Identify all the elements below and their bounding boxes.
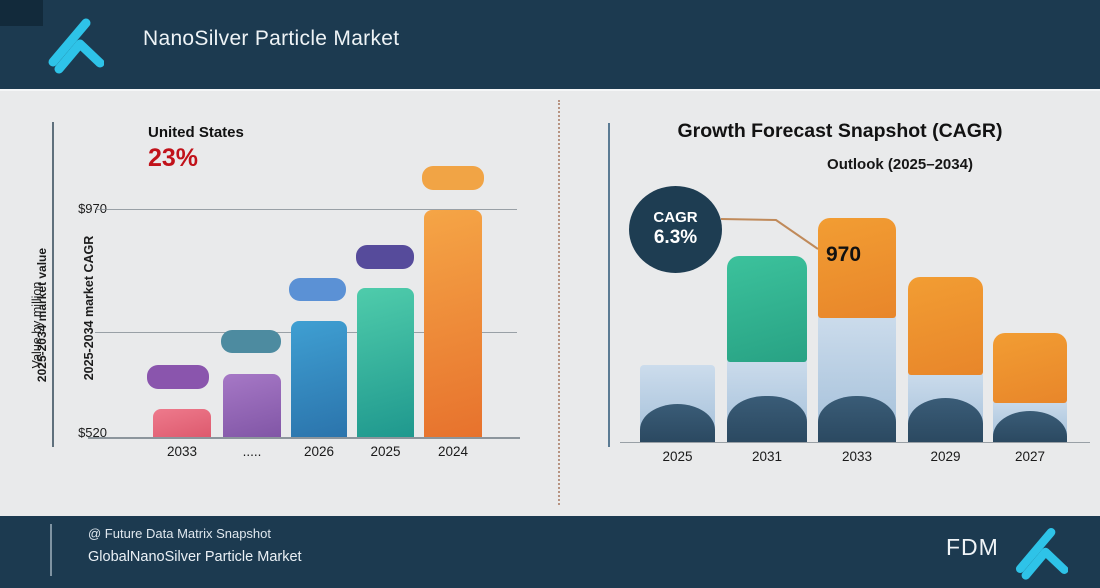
left-x-axis-line [88, 437, 520, 439]
bar-dome-2029 [908, 398, 983, 442]
left-x-tick-2026: 2026 [303, 444, 335, 459]
header-corner-accent [0, 0, 43, 26]
left-x-tick-2024: 2024 [437, 444, 469, 459]
left-y-axis-line [52, 122, 54, 447]
cagr-badge-value: 6.3% [653, 227, 698, 249]
bar-top-2031 [727, 256, 807, 362]
bar-2033-data-label: 970 [826, 243, 862, 266]
left-x-tick-2033: 2033 [166, 444, 198, 459]
bar-dome-2025 [640, 404, 715, 442]
bar-top-2027 [993, 333, 1067, 403]
left-ytick-520: $520 [78, 425, 107, 440]
left-gridline-970 [95, 209, 517, 210]
footer-brand-text: FDM [946, 534, 999, 560]
right-x-axis-line [620, 442, 1090, 443]
right-y-axis-line [608, 123, 610, 447]
right-x-tick-2033: 2033 [841, 449, 873, 464]
footer-source-text: @ Future Data Matrix Snapshot [88, 526, 271, 541]
bar-2024 [424, 210, 482, 437]
bar-2025 [357, 288, 414, 437]
right-x-tick-2029: 2029 [930, 449, 961, 464]
left-x-tick-.....: ..... [242, 444, 262, 459]
footer [0, 516, 1100, 588]
left-ytick-970: $970 [78, 201, 107, 216]
bar-cap-2033 [147, 365, 209, 389]
bar-top-2033 [818, 218, 896, 318]
left-chart-region-label: United States [148, 124, 244, 141]
footer-fdm-logo-icon [1015, 528, 1068, 580]
middle-value-note: Value by million [30, 281, 44, 369]
bar-cap-2024 [422, 166, 484, 190]
right-x-tick-2025: 2025 [662, 449, 693, 464]
bar-dome-2033 [818, 396, 896, 442]
footer-divider-line [50, 524, 52, 576]
footer-report-title: GlobalNanoSilver Particle Market [88, 549, 302, 565]
bar-cap-2025 [356, 245, 414, 269]
right-y-axis-title: 2025-2034 market CAGR [82, 235, 96, 381]
bar-dome-2031 [727, 396, 807, 442]
bar-..... [223, 374, 281, 437]
bar-cap-..... [221, 330, 281, 353]
bar-top-2029 [908, 277, 983, 375]
panel-divider-dotted-line [558, 100, 560, 505]
left-chart-growth-value: 23% [148, 144, 199, 172]
cagr-badge-label: CAGR [653, 209, 698, 227]
bar-cap-2026 [289, 278, 346, 301]
right-x-tick-2027: 2027 [1014, 449, 1046, 464]
cagr-badge: CAGR 6.3% [629, 186, 722, 273]
bar-2033 [153, 409, 211, 437]
right-chart-subtitle: Outlook (2025–2034) [827, 156, 973, 173]
fdm-logo-icon [48, 18, 104, 74]
header: NanoSilver Particle Market [0, 0, 1100, 91]
left-x-tick-2025: 2025 [370, 444, 401, 459]
page-title: NanoSilver Particle Market [143, 27, 400, 50]
right-chart-title: Growth Forecast Snapshot (CAGR) [677, 120, 1003, 142]
bar-2026 [291, 321, 347, 437]
right-x-tick-2031: 2031 [751, 449, 783, 464]
